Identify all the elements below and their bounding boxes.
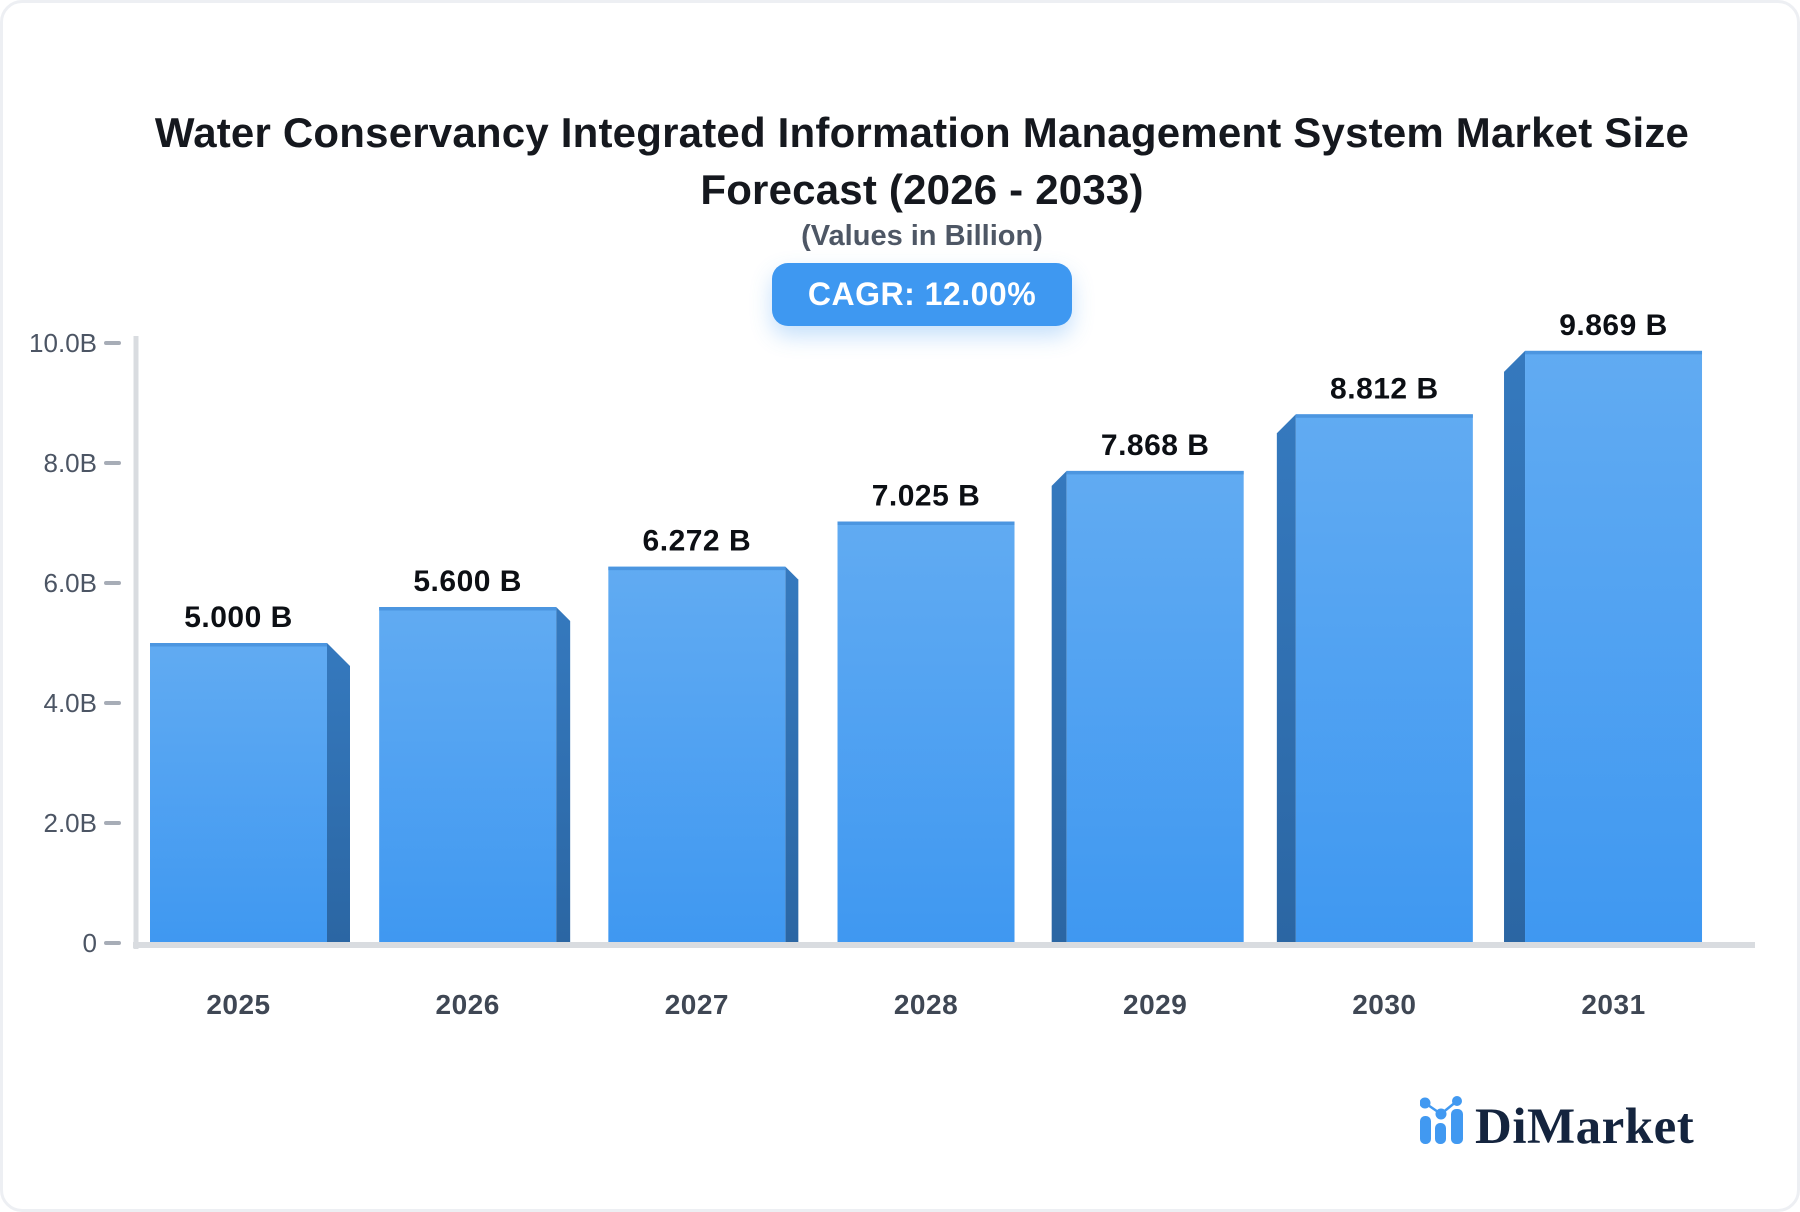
bar-value-label: 7.025 B bbox=[872, 480, 981, 513]
bar-2031 bbox=[1525, 350, 1703, 943]
x-axis-line bbox=[133, 942, 1755, 948]
bar-top-edge bbox=[150, 643, 327, 647]
y-axis-tick bbox=[104, 941, 121, 945]
bar-value-label: 6.272 B bbox=[643, 525, 752, 558]
bar-2030 bbox=[1295, 414, 1473, 943]
bar-side-3d bbox=[327, 643, 350, 943]
chart-header: Water Conservancy Integrated Information… bbox=[22, 0, 1800, 326]
x-axis-label: 2030 bbox=[1352, 989, 1416, 1020]
x-axis-label: 2028 bbox=[894, 989, 958, 1020]
bar-side-3d bbox=[785, 566, 799, 943]
bar-top-edge bbox=[379, 607, 557, 611]
bar-top-edge bbox=[608, 566, 786, 571]
y-axis-tick-label: 2.0B bbox=[44, 808, 98, 838]
y-axis-tick-label: 10.0B bbox=[29, 328, 97, 358]
bar-group-2025: 5.000 B 2025 bbox=[150, 601, 350, 1020]
bar-group-2027: 6.272 B 2027 bbox=[608, 525, 799, 1020]
bar-2029 bbox=[1066, 470, 1244, 943]
x-axis-label: 2027 bbox=[665, 989, 729, 1020]
bar-2028 bbox=[837, 521, 1015, 943]
x-axis-label: 2029 bbox=[1123, 989, 1187, 1020]
y-axis-tick bbox=[104, 821, 121, 825]
bar-group-2031: 9.869 B 2031 bbox=[1504, 309, 1703, 1020]
bar-value-label: 8.812 B bbox=[1330, 372, 1439, 405]
chart-title-line2: Forecast (2026 - 2033) bbox=[700, 166, 1144, 213]
bar-top-edge bbox=[1295, 414, 1473, 418]
y-axis-line bbox=[133, 336, 139, 949]
bar-top-edge bbox=[1066, 470, 1244, 475]
chart-title-line1: Water Conservancy Integrated Information… bbox=[154, 109, 1690, 156]
bar-group-2028: 7.025 B 2028 bbox=[837, 480, 1015, 1020]
bar-2027 bbox=[608, 566, 786, 943]
bar-top-edge bbox=[1525, 350, 1703, 355]
bar-side-3d bbox=[1276, 414, 1296, 943]
brand-logo: DiMarket bbox=[1420, 1096, 1695, 1155]
x-axis-label: 2031 bbox=[1581, 989, 1645, 1020]
y-axis-tick-label: 0 bbox=[83, 928, 97, 958]
brand-name: DiMarket bbox=[1475, 1099, 1695, 1155]
bar-top-edge bbox=[837, 521, 1015, 525]
bar-value-label: 7.868 B bbox=[1101, 429, 1210, 462]
bar-value-label: 9.869 B bbox=[1559, 309, 1668, 342]
x-axis-label: 2025 bbox=[206, 989, 270, 1020]
bar-group-2030: 8.812 B 2030 bbox=[1276, 372, 1473, 1020]
bar-2025 bbox=[150, 643, 327, 943]
y-axis-tick-label: 8.0B bbox=[44, 448, 98, 478]
y-axis-tick-label: 4.0B bbox=[44, 688, 98, 718]
y-axis-tick bbox=[104, 461, 121, 465]
bar-group-2029: 7.868 B 2029 bbox=[1051, 429, 1244, 1020]
x-axis-label: 2026 bbox=[436, 989, 500, 1020]
y-axis-tick bbox=[104, 341, 121, 345]
bar-side-3d bbox=[556, 607, 571, 943]
chart-subtitle: (Values in Billion) bbox=[801, 220, 1043, 252]
chart-title: Water Conservancy Integrated Information… bbox=[142, 104, 1702, 218]
bar-group-2026: 5.600 B 2026 bbox=[379, 565, 571, 1020]
y-axis-tick-label: 6.0B bbox=[44, 568, 98, 598]
mini-bar-line-chart-icon bbox=[1420, 1096, 1463, 1144]
y-axis-tick bbox=[104, 701, 121, 705]
bar-side-3d bbox=[1051, 470, 1067, 943]
y-axis-tick bbox=[104, 581, 121, 585]
bar-2026 bbox=[379, 607, 557, 943]
bar-side-3d bbox=[1504, 350, 1526, 943]
bar-value-label: 5.000 B bbox=[184, 601, 293, 634]
cagr-badge: CAGR: 12.00% bbox=[771, 263, 1073, 326]
bar-value-label: 5.600 B bbox=[413, 565, 522, 598]
